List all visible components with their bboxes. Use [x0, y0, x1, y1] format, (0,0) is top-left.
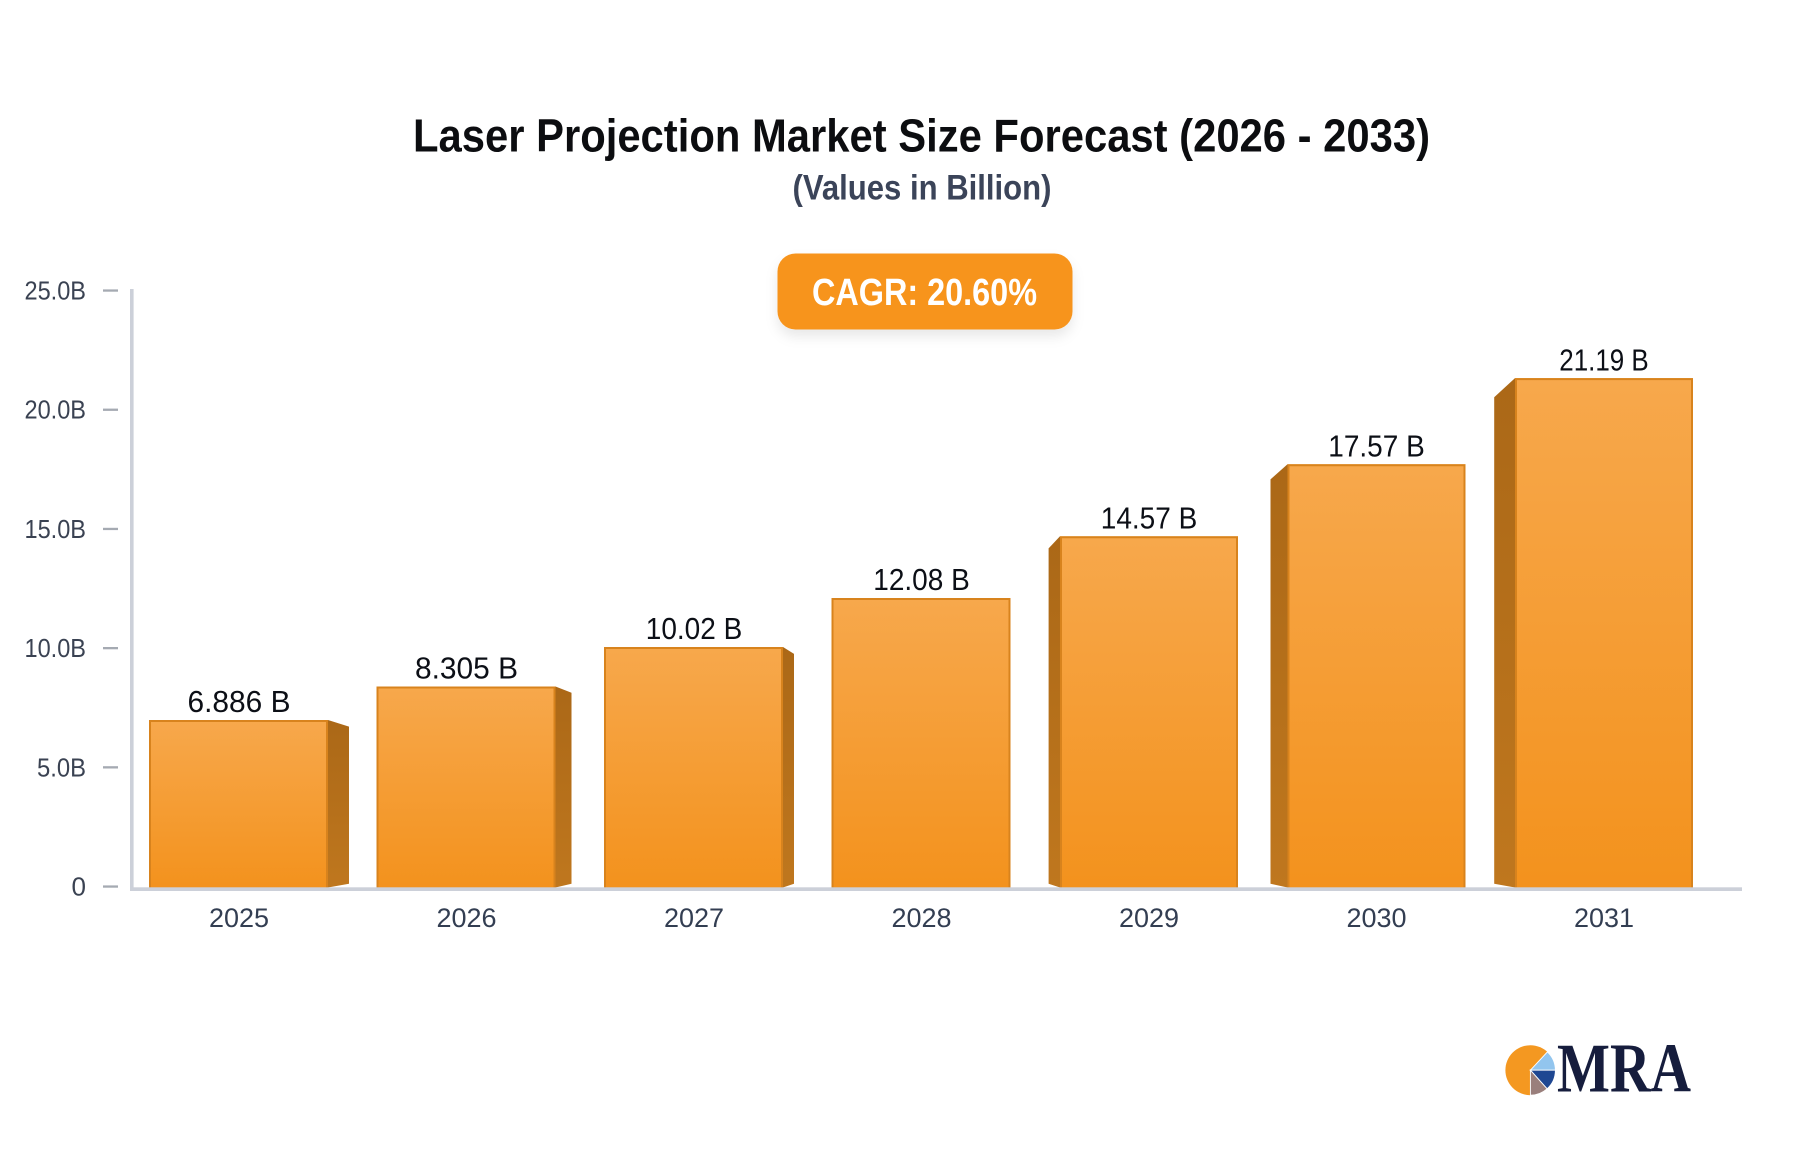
svg-text:25.0B: 25.0B	[25, 276, 87, 306]
svg-text:10.02 B: 10.02 B	[646, 611, 743, 646]
svg-text:2030: 2030	[1346, 903, 1406, 933]
svg-text:15.0B: 15.0B	[25, 514, 87, 544]
svg-text:20.0B: 20.0B	[25, 395, 87, 425]
svg-text:5.0B: 5.0B	[37, 752, 86, 782]
svg-text:10.0B: 10.0B	[25, 633, 87, 663]
svg-text:2025: 2025	[209, 903, 269, 933]
svg-text:MRA: MRA	[1557, 1031, 1691, 1108]
svg-text:2026: 2026	[436, 903, 496, 933]
svg-text:2027: 2027	[664, 903, 724, 933]
svg-text:2028: 2028	[891, 903, 951, 933]
svg-text:17.57 B: 17.57 B	[1328, 428, 1425, 463]
svg-text:21.19 B: 21.19 B	[1559, 342, 1649, 377]
svg-text:(Values in Billion): (Values in Billion)	[793, 169, 1052, 208]
svg-text:0: 0	[72, 872, 86, 902]
svg-text:6.886 B: 6.886 B	[188, 684, 291, 719]
svg-text:CAGR: 20.60%: CAGR: 20.60%	[812, 272, 1037, 314]
svg-text:2031: 2031	[1574, 903, 1634, 933]
svg-text:2029: 2029	[1119, 903, 1179, 933]
svg-text:8.305 B: 8.305 B	[415, 651, 518, 686]
svg-text:14.57 B: 14.57 B	[1101, 501, 1198, 536]
svg-text:12.08 B: 12.08 B	[873, 562, 970, 597]
svg-text:Laser Projection Market Size F: Laser Projection Market Size Forecast (2…	[413, 110, 1430, 162]
